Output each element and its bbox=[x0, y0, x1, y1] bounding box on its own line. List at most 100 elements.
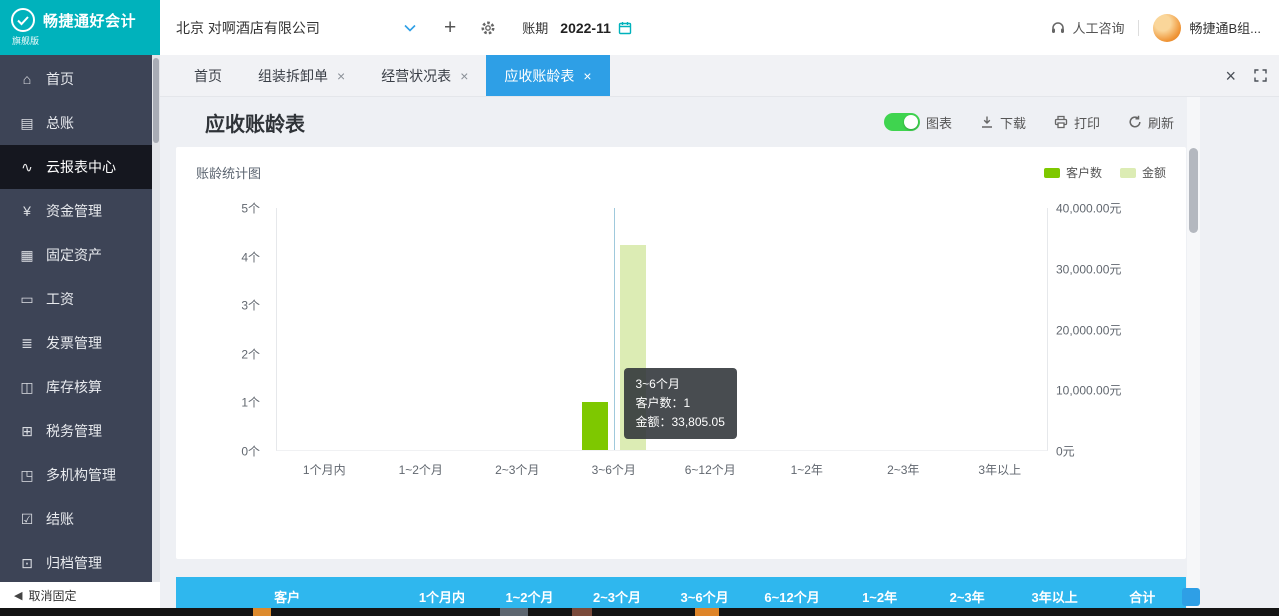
chart-category-slot bbox=[277, 208, 373, 450]
close-icon[interactable]: × bbox=[1225, 65, 1236, 86]
legend-item-1[interactable]: 金额 bbox=[1119, 164, 1166, 181]
print-button[interactable]: 打印 bbox=[1054, 113, 1100, 132]
main-area: 北京 对啊酒店有限公司 + 账期 2022-11 人工咨询 畅捷通B组... bbox=[160, 0, 1279, 616]
sidebar-menu: ⌂ 首页 ▤ 总账 ∿ 云报表中心 ¥ 资金管理 ▦ 固定资产 ▭ 工资 ≣ 发票管理 ◫ 库存核算 ⊞ 税务管理… bbox=[0, 55, 160, 616]
tab-close-icon[interactable]: × bbox=[460, 67, 469, 84]
chart-card-header: 账龄统计图 客户数 金额 bbox=[196, 163, 1166, 182]
tab-close-icon[interactable]: × bbox=[337, 67, 346, 84]
sidebar-item-archive[interactable]: ⊡ 归档管理 bbox=[0, 541, 160, 585]
sidebar-item-label: 工资 bbox=[46, 291, 74, 307]
sidebar-item-fixed-assets[interactable]: ▦ 固定资产 bbox=[0, 233, 160, 277]
calendar-icon[interactable] bbox=[618, 21, 632, 35]
tab-label: 组装拆卸单 bbox=[258, 67, 328, 84]
tab-0[interactable]: 首页 bbox=[176, 55, 240, 96]
taskbar-app-icon[interactable] bbox=[695, 608, 719, 616]
fixed-assets-icon: ▦ bbox=[20, 246, 34, 263]
sidebar-scrollbar-thumb[interactable] bbox=[153, 58, 159, 143]
tab-label: 经营状况表 bbox=[381, 67, 452, 84]
sidebar: 畅捷通好会计 旗舰版 ⌂ 首页 ▤ 总账 ∿ 云报表中心 ¥ 资金管理 ▦ 固定资产 ▭ 工资 ≣ 发票管… bbox=[0, 0, 160, 616]
sidebar-scrollbar[interactable] bbox=[152, 55, 160, 582]
tab-bar: 首页 组装拆卸单 × 经营状况表 × 应收账龄表 × × bbox=[160, 55, 1279, 97]
x-axis-label: 2~3个月 bbox=[495, 463, 540, 477]
table-header-cell[interactable]: 1~2年 bbox=[862, 589, 898, 605]
main-scrollbar-thumb[interactable] bbox=[1189, 148, 1198, 233]
tabbar-actions: × bbox=[1225, 55, 1267, 96]
sidebar-item-label: 结账 bbox=[46, 511, 74, 527]
table-header-cell[interactable]: 合计 bbox=[1129, 589, 1156, 605]
unpin-sidebar-button[interactable]: ◀ 取消固定 bbox=[0, 582, 160, 608]
expand-icon[interactable] bbox=[1254, 69, 1267, 82]
axis-tick: 40,000.00元 bbox=[1056, 201, 1122, 216]
table-header-cell[interactable]: 1个月内 bbox=[418, 589, 466, 605]
chart-toggle-label: 图表 bbox=[925, 115, 952, 131]
closing-icon: ☑ bbox=[20, 510, 34, 527]
sidebar-item-multi-org[interactable]: ◳ 多机构管理 bbox=[0, 453, 160, 497]
axis-tick: 30,000.00元 bbox=[1056, 262, 1122, 277]
add-icon[interactable]: + bbox=[444, 16, 457, 39]
table-header-cell[interactable]: 2~3年 bbox=[949, 589, 985, 605]
sidebar-item-tax[interactable]: ⊞ 税务管理 bbox=[0, 409, 160, 453]
support-link[interactable]: 人工咨询 bbox=[1072, 21, 1125, 36]
bar-customers[interactable] bbox=[581, 401, 608, 450]
chart-plot: 3~6个月 客户数：1 金额：33,805.05 bbox=[276, 208, 1048, 451]
scroll-region: 应收账龄表 图表 下载 打印 bbox=[160, 97, 1200, 616]
sidebar-item-label: 税务管理 bbox=[46, 423, 102, 439]
chart-category-slot bbox=[951, 208, 1047, 450]
chart-toggle[interactable] bbox=[883, 113, 920, 131]
sidebar-item-funds[interactable]: ¥ 资金管理 bbox=[0, 189, 160, 233]
tooltip-amount: 金额：33,805.05 bbox=[635, 415, 725, 430]
edition-label: 旗舰版 bbox=[12, 36, 40, 46]
app-logo: 畅捷通好会计 旗舰版 bbox=[0, 0, 160, 55]
unpin-sidebar-label: 取消固定 bbox=[28, 588, 77, 603]
period-label: 账期 bbox=[522, 21, 549, 36]
table-header-cell[interactable]: 2~3个月 bbox=[592, 589, 642, 605]
download-button[interactable]: 下载 bbox=[980, 113, 1026, 132]
refresh-button[interactable]: 刷新 bbox=[1128, 113, 1174, 132]
table-header-cell[interactable]: 3年以上 bbox=[1031, 589, 1078, 605]
tab-label: 应收账龄表 bbox=[504, 67, 575, 84]
topbar-right: 人工咨询 畅捷通B组... bbox=[1050, 13, 1261, 42]
app-logo-icon bbox=[10, 7, 36, 33]
taskbar-app-icon[interactable] bbox=[253, 608, 271, 616]
legend-label: 客户数 bbox=[1065, 166, 1102, 180]
sidebar-item-closing[interactable]: ☑ 结账 bbox=[0, 497, 160, 541]
company-selector[interactable]: 北京 对啊酒店有限公司 bbox=[176, 19, 320, 36]
sidebar-item-label: 归档管理 bbox=[46, 555, 102, 571]
sidebar-item-cloud-reports[interactable]: ∿ 云报表中心 bbox=[0, 145, 160, 189]
sidebar-item-label: 资金管理 bbox=[46, 203, 102, 219]
axis-tick: 2个 bbox=[241, 347, 260, 362]
gear-icon[interactable] bbox=[480, 20, 496, 36]
x-axis-label: 1个月内 bbox=[302, 463, 346, 477]
table-header-cell[interactable]: 客户 bbox=[274, 589, 301, 605]
main-scrollbar[interactable] bbox=[1187, 97, 1200, 616]
period-value[interactable]: 2022-11 bbox=[560, 19, 611, 36]
tab-close-icon[interactable]: × bbox=[583, 67, 592, 84]
table-header-cell[interactable]: 3~6个月 bbox=[680, 589, 729, 605]
scroll-bottom-button[interactable] bbox=[1182, 588, 1200, 606]
taskbar-app-icon[interactable] bbox=[572, 608, 592, 616]
legend-swatch bbox=[1119, 167, 1136, 178]
legend-item-0[interactable]: 客户数 bbox=[1043, 164, 1102, 181]
avatar[interactable] bbox=[1153, 13, 1182, 42]
chevron-down-icon[interactable] bbox=[404, 24, 416, 32]
home-icon: ⌂ bbox=[22, 71, 32, 87]
topbar: 北京 对啊酒店有限公司 + 账期 2022-11 人工咨询 畅捷通B组... bbox=[160, 0, 1279, 55]
content-area: 应收账龄表 图表 下载 打印 bbox=[160, 97, 1279, 616]
taskbar-app-icon[interactable] bbox=[500, 608, 528, 616]
table-header-cell[interactable]: 1~2个月 bbox=[505, 589, 554, 605]
sidebar-item-general-ledger[interactable]: ▤ 总账 bbox=[0, 101, 160, 145]
sidebar-item-payroll[interactable]: ▭ 工资 bbox=[0, 277, 160, 321]
axis-tick: 10,000.00元 bbox=[1056, 383, 1122, 398]
tab-3[interactable]: 应收账龄表 × bbox=[486, 55, 610, 96]
sidebar-item-home[interactable]: ⌂ 首页 bbox=[0, 57, 160, 101]
table-header-cell[interactable]: 6~12个月 bbox=[764, 589, 820, 605]
sidebar-item-invoices[interactable]: ≣ 发票管理 bbox=[0, 321, 160, 365]
sidebar-item-inventory[interactable]: ◫ 库存核算 bbox=[0, 365, 160, 409]
tab-1[interactable]: 组装拆卸单 × bbox=[240, 55, 363, 96]
sidebar-item-label: 云报表中心 bbox=[46, 159, 116, 175]
username[interactable]: 畅捷通B组... bbox=[1189, 21, 1261, 36]
chart-toggle-item: 图表 bbox=[883, 113, 952, 132]
tab-2[interactable]: 经营状况表 × bbox=[363, 55, 486, 96]
sidebar-item-label: 库存核算 bbox=[46, 379, 102, 395]
download-label: 下载 bbox=[999, 115, 1026, 131]
